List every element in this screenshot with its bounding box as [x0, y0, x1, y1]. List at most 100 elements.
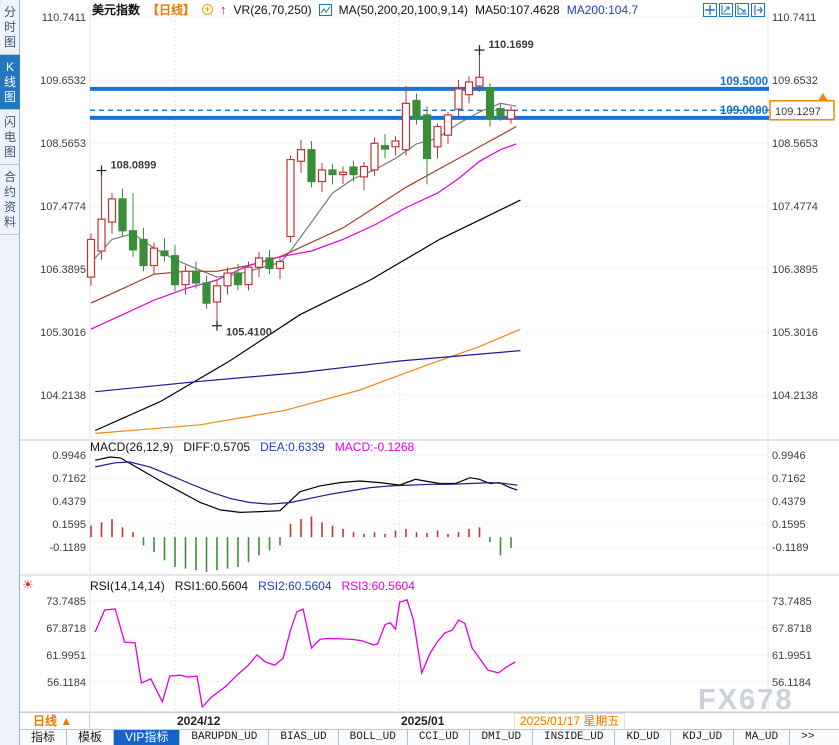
svg-text:61.9951: 61.9951 [46, 650, 86, 662]
indicator-tab-barupdn_ud[interactable]: BARUPDN_UD [179, 730, 268, 745]
svg-text:67.8718: 67.8718 [46, 623, 86, 635]
macd-histogram [90, 516, 512, 572]
svg-text:106.3895: 106.3895 [772, 264, 818, 276]
svg-text:-0.1189: -0.1189 [50, 542, 87, 554]
sidebar-tab-1[interactable]: 分 时 图 [0, 0, 20, 55]
period-text: 日线 [33, 714, 58, 728]
pan-crosshair-icon[interactable] [703, 3, 717, 17]
month-label-1: 2024/12 [177, 714, 221, 728]
indicator-tab-[interactable]: 指标 [31, 730, 56, 744]
svg-text:73.7485: 73.7485 [46, 596, 86, 608]
ma200-value: MA200:104.7 [566, 2, 639, 17]
rsi-header: RSI(14,14,14) RSI1:60.5604 RSI2:60.5604 … [90, 579, 415, 593]
svg-text:108.5653: 108.5653 [772, 138, 818, 150]
svg-text:109.5000: 109.5000 [720, 76, 768, 88]
zoom-vertical-icon[interactable] [719, 3, 733, 17]
symbol-name: 美元指数 [92, 3, 141, 17]
ma-line-ma200 [95, 350, 521, 393]
svg-text:56.1184: 56.1184 [772, 677, 811, 689]
sidebar-tab-2[interactable]: K 线 图 [0, 55, 20, 110]
ma-line-ma14 [90, 125, 517, 304]
svg-text:0.1595: 0.1595 [52, 519, 86, 531]
svg-text:110.1699: 110.1699 [489, 39, 534, 51]
svg-text:105.3016: 105.3016 [40, 327, 86, 339]
svg-text:109.6532: 109.6532 [772, 75, 818, 87]
indicator-tab-boll_ud[interactable]: BOLL_UD [337, 730, 407, 745]
svg-text:110.7411: 110.7411 [772, 12, 816, 24]
indicator-tab-kd_ud[interactable]: KD_UD [614, 730, 670, 745]
period-label[interactable]: 【日线】 [147, 3, 196, 17]
indicator-tab-[interactable]: >> [789, 730, 825, 745]
svg-text:56.1184: 56.1184 [47, 677, 86, 689]
indicator-tab-kdj_ud[interactable]: KDJ_UD [670, 730, 733, 745]
svg-text:104.2138: 104.2138 [772, 390, 818, 402]
indicator-tab-dmi_ud[interactable]: DMI_UD [469, 730, 532, 745]
svg-text:0.4379: 0.4379 [52, 496, 86, 508]
rsi-settings-icon[interactable]: ☀ [22, 577, 34, 592]
svg-text:0.7162: 0.7162 [52, 473, 86, 485]
ma-chart-icon[interactable] [318, 3, 332, 16]
svg-text:61.9951: 61.9951 [772, 650, 812, 662]
macd-dea-line [95, 461, 518, 505]
period-selector[interactable]: 日线 ▲ [20, 713, 90, 730]
chart-canvas[interactable]: 110.7411 110.7411 109.6532 109.6532 108.5653… [20, 0, 839, 712]
svg-text:0.4379: 0.4379 [772, 496, 806, 508]
svg-text:107.4774: 107.4774 [40, 201, 86, 213]
indicator-tab-cci_ud[interactable]: CCI_UD [406, 730, 470, 745]
price-annotations [96, 45, 485, 331]
date-axis-row: 日线 ▲ 2024/12 2025/01 2025/01/17 星期五 [20, 712, 839, 730]
rsi3-value: RSI3:60.5604 [341, 579, 415, 593]
sidebar-tab-4[interactable]: 合 约 资 料 [0, 165, 20, 235]
month-label-2: 2025/01 [401, 714, 445, 728]
svg-text:0.9946: 0.9946 [52, 450, 86, 462]
indicator-tab-ma_ud[interactable]: MA_UD [733, 730, 789, 745]
macd-diff-value: DIFF:0.5705 [183, 440, 251, 454]
ma-lines [90, 102, 521, 434]
price-levels[interactable] [90, 86, 769, 120]
scroll-right-icon[interactable] [751, 3, 765, 17]
svg-text:-0.1189: -0.1189 [772, 542, 809, 554]
current-date-label: 2025/01/17 星期五 [514, 713, 626, 730]
ma-line-ma100 [95, 328, 521, 434]
svg-text:109.6532: 109.6532 [40, 75, 86, 87]
rsi-line [94, 598, 516, 709]
svg-text:67.8718: 67.8718 [772, 623, 812, 635]
ma-group-label: MA(50,200,20,100,9,14) [338, 2, 468, 17]
rsi2-value: RSI2:60.5604 [258, 579, 332, 593]
chart-header: 美元指数 【日线】 + ↑ VR(26,70,250) MA(50,200,20… [92, 1, 638, 18]
chart-toolbar [703, 3, 765, 17]
fx678-watermark: FX678 [698, 684, 794, 716]
macd-header: MACD(26,12,9) DIFF:0.5705 DEA:0.6339 MAC… [90, 440, 414, 454]
candles-series[interactable] [86, 50, 516, 326]
indicator-tab-[interactable]: 模板 [66, 730, 113, 745]
svg-text:104.2138: 104.2138 [40, 390, 86, 402]
svg-text:109.1297: 109.1297 [775, 106, 821, 118]
svg-text:105.4100: 105.4100 [226, 327, 272, 339]
add-indicator-icon[interactable]: + [202, 4, 214, 15]
svg-text:106.3895: 106.3895 [40, 264, 86, 276]
svg-text:108.5653: 108.5653 [40, 138, 86, 150]
zoom-horizontal-icon[interactable] [735, 3, 749, 17]
indicator-tab-bias_ud[interactable]: BIAS_UD [268, 730, 337, 745]
rsi1-value: RSI1:60.5604 [174, 579, 249, 593]
main-grid [90, 16, 768, 396]
ma-line-ma20 [90, 143, 517, 330]
up-arrow-icon: ↑ [220, 2, 227, 17]
svg-text:105.3016: 105.3016 [772, 327, 818, 339]
rsi-title: RSI(14,14,14) [90, 579, 165, 593]
indicator-tab-vip[interactable]: VIP指标 [113, 730, 180, 745]
indicator-tab-inside_ud[interactable]: INSIDE_UD [532, 730, 614, 745]
macd-dea-value: DEA:0.6339 [260, 440, 325, 454]
ma-line-ma50 [94, 199, 521, 432]
svg-text:73.7485: 73.7485 [772, 596, 812, 608]
macd-diff-line [95, 456, 518, 514]
ma50-value: MA50:107.4628 [475, 2, 560, 17]
sidebar-tab-3[interactable]: 闪 电 图 [0, 110, 20, 165]
svg-text:107.4774: 107.4774 [772, 201, 818, 213]
svg-text:0.9946: 0.9946 [772, 450, 806, 462]
svg-text:109.0000: 109.0000 [720, 105, 768, 117]
indicator-tabbar: 指标 模板 VIP指标 BARUPDN_UD BIAS_UD BOLL_UD CCI_UD D… [20, 729, 839, 745]
svg-text:0.7162: 0.7162 [772, 473, 806, 485]
svg-text:0.1595: 0.1595 [772, 519, 806, 531]
